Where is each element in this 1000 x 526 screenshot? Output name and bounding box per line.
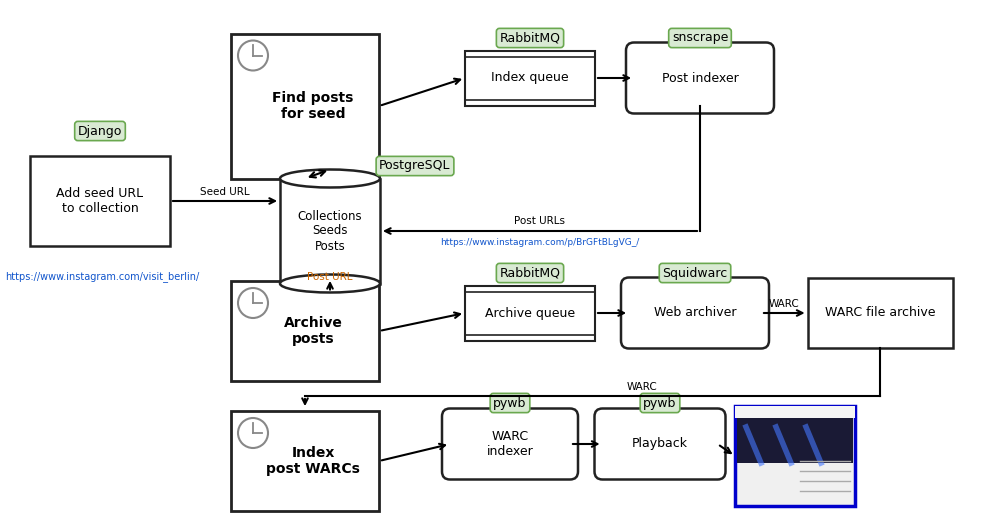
Bar [735,406,855,506]
Text: RabbitMQ: RabbitMQ [500,267,560,279]
Text: WARC
indexer: WARC indexer [487,430,533,458]
Text: Squidwarc: Squidwarc [662,267,728,279]
Text: pywb: pywb [643,397,677,410]
Text: Archive queue: Archive queue [485,307,575,319]
Text: Django: Django [78,125,122,137]
FancyBboxPatch shape [621,278,769,349]
Bar [231,34,379,178]
Text: Add seed URL
to collection: Add seed URL to collection [56,187,144,215]
Text: snscrape: snscrape [672,32,728,45]
Text: pywb: pywb [493,397,527,410]
Bar [231,281,379,381]
Text: WARC: WARC [769,299,800,309]
Text: Find posts
for seed: Find posts for seed [272,91,354,121]
Ellipse shape [280,275,380,292]
Bar [465,286,595,340]
Text: Index queue: Index queue [491,72,569,85]
Text: Post URLs: Post URLs [514,216,566,226]
Bar [30,156,170,246]
Text: WARC: WARC [627,382,658,392]
Text: Index
post WARCs: Index post WARCs [266,446,360,476]
Ellipse shape [280,169,380,187]
Bar [231,411,379,511]
Bar [808,278,952,348]
Text: Archive
posts: Archive posts [284,316,342,346]
FancyBboxPatch shape [442,409,578,480]
Text: PostgreSQL: PostgreSQL [379,159,451,173]
Text: Playback: Playback [632,438,688,450]
FancyBboxPatch shape [626,43,774,114]
Bar [280,178,380,284]
Text: Collections
Seeds
Posts: Collections Seeds Posts [298,209,362,252]
FancyBboxPatch shape [594,409,726,480]
Text: RabbitMQ: RabbitMQ [500,32,560,45]
Text: https://www.instagram.com/visit_berlin/: https://www.instagram.com/visit_berlin/ [5,271,199,282]
Bar [737,418,853,463]
Text: WARC file archive: WARC file archive [825,307,935,319]
Bar [465,50,595,106]
Text: Post indexer: Post indexer [662,72,738,85]
Text: Post URL: Post URL [307,272,353,282]
Text: Seed URL: Seed URL [200,187,250,197]
Text: https://www.instagram.com/p/BrGFtBLgVG_/: https://www.instagram.com/p/BrGFtBLgVG_/ [440,238,640,247]
Bar [735,406,855,418]
Text: Web archiver: Web archiver [654,307,736,319]
